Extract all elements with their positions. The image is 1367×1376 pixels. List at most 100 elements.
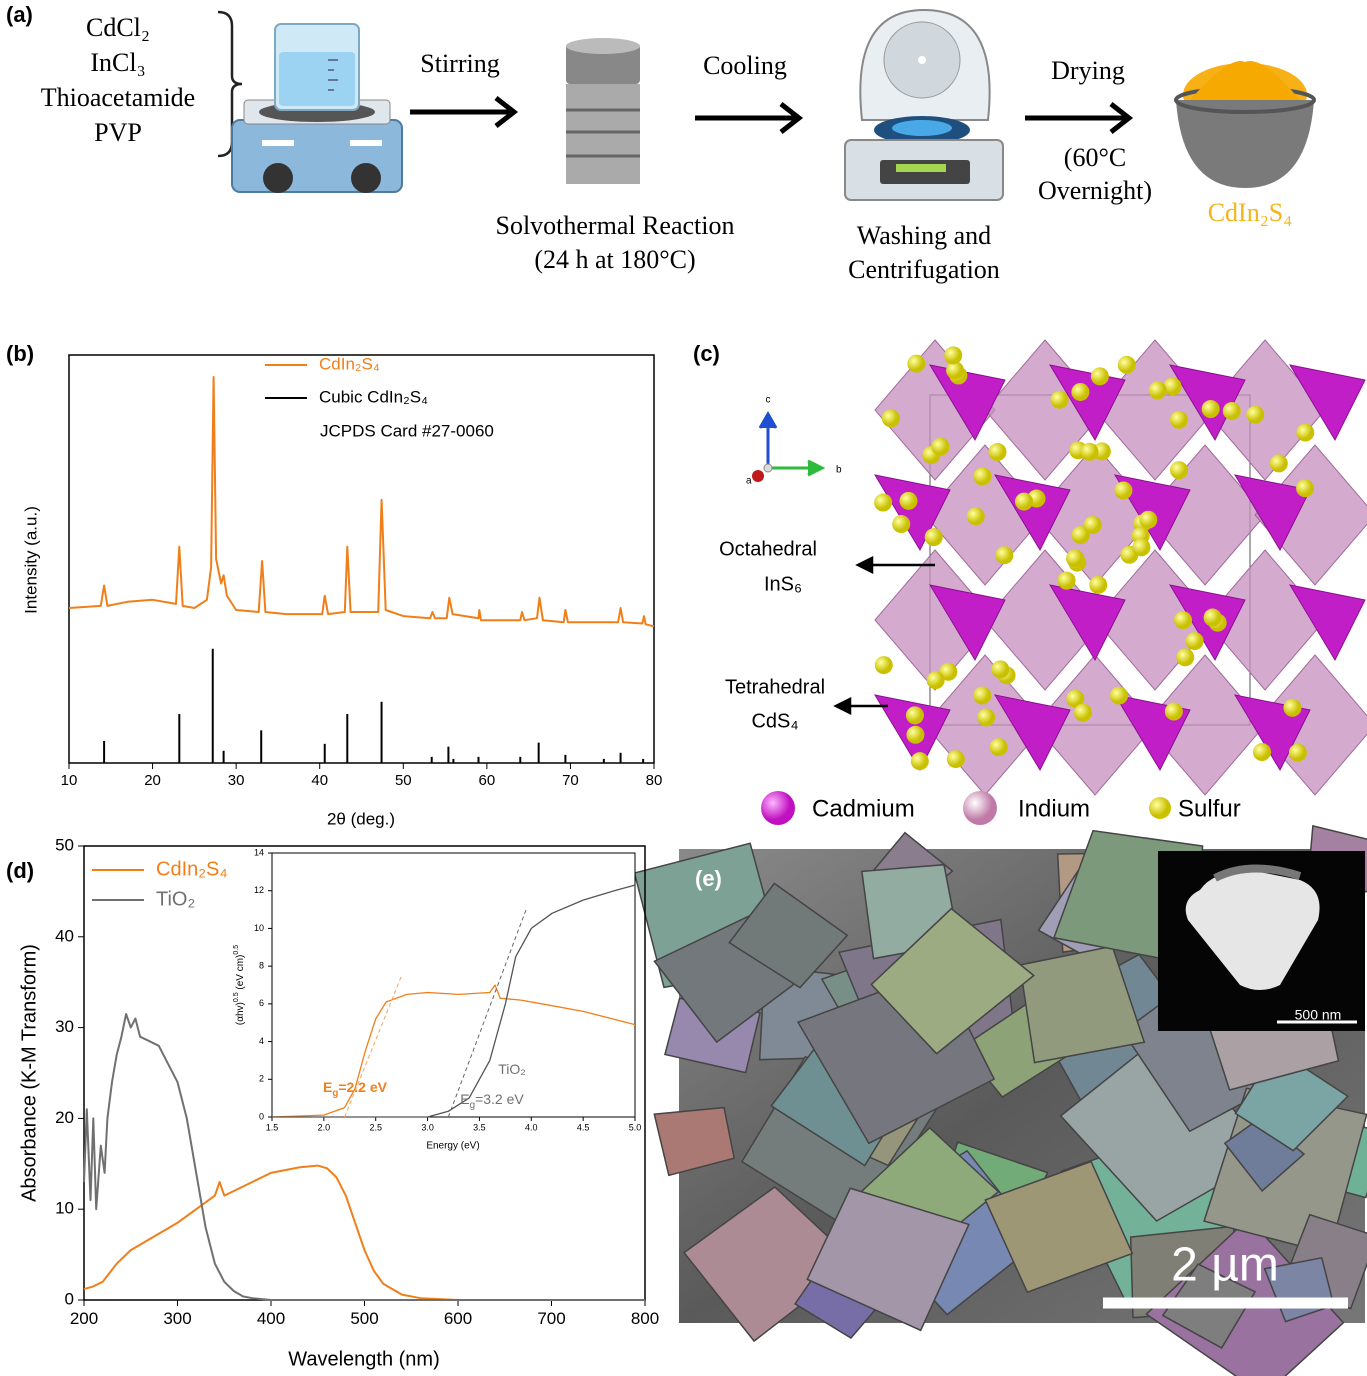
panel-label: (c) (693, 341, 720, 366)
sulfur-atom (1132, 538, 1151, 557)
annotation: Eg=3.2 eV (460, 1091, 524, 1111)
particle (984, 1160, 1134, 1294)
sulfur-atom (899, 491, 918, 510)
y-tick-label: 20 (55, 1108, 74, 1127)
reagent: Thioacetamide (41, 83, 195, 112)
step-label: Drying (1051, 56, 1125, 85)
sulfur-atom (1174, 611, 1193, 630)
sem-particles (633, 824, 1367, 1376)
sulfur-atom (1074, 703, 1093, 722)
product-label: CdIn₂S₄ (1208, 198, 1293, 227)
script-text: g (470, 1100, 475, 1111)
tetrahedron (1288, 584, 1366, 662)
panel-label: (e) (695, 866, 722, 891)
sulfur-atom (977, 708, 996, 727)
panel-a: (a) CdCl₂ InCl₃ Thioacetamide PVP (6, 2, 1316, 284)
x-tick-label: 400 (257, 1309, 285, 1328)
sulfur-atom (1066, 549, 1085, 568)
particle (870, 907, 1035, 1055)
y-tick-label: 10 (254, 923, 264, 933)
tetrahedron (1048, 364, 1126, 442)
x-tick-label: 10 (61, 772, 78, 789)
sulfur-atom (1066, 689, 1085, 708)
sulfur-atom (1050, 390, 1069, 409)
site-label: Tetrahedral (725, 676, 825, 698)
panel-label: (b) (6, 341, 34, 366)
x-tick-label: 500 (350, 1309, 378, 1328)
autoclave-icon (566, 38, 640, 184)
y-axis-label: (αhv)0.5 (eV cm)0.5 (233, 945, 245, 1025)
sulfur-atom (1148, 381, 1167, 400)
reagents: CdCl₂ InCl₃ Thioacetamide PVP (41, 13, 195, 147)
x-tick-label: 30 (228, 772, 245, 789)
y-axis-label: Intensity (a.u.) (21, 506, 40, 614)
sulfur-atom (1269, 454, 1288, 473)
particle (653, 1106, 736, 1177)
tetrahedron (873, 474, 951, 552)
y-tick-label: 8 (259, 961, 264, 971)
atom-legend: Cadmium Indium Sulfur (761, 791, 1241, 825)
sulfur-atom (989, 738, 1008, 757)
sulfur-atom (926, 671, 945, 690)
y-tick-label: 0 (65, 1289, 74, 1308)
sulfur-atom (946, 361, 965, 380)
sulfur-atom (973, 467, 992, 486)
tetrahedron (928, 364, 1006, 442)
text-part: E (323, 1079, 332, 1095)
particle (806, 1187, 970, 1332)
legend-label: Cubic CdIn₂S₄ (319, 387, 428, 406)
step-label: Solvothermal Reaction (495, 211, 734, 240)
x-tick-label: 2.0 (318, 1123, 331, 1133)
plot-frame (68, 354, 655, 764)
x-tick-label: 80 (646, 772, 663, 789)
inset-frame (271, 852, 636, 1118)
data-line (271, 984, 636, 1118)
panel-e: 500 nm 2 µm (e) (633, 824, 1367, 1376)
sulfur-atom (1252, 743, 1271, 762)
x-tick-label: 60 (479, 772, 496, 789)
legend-note: JCPDS Card #27-0060 (320, 421, 494, 440)
sulfur-atom (1222, 402, 1241, 421)
sulfur-atom (1164, 702, 1183, 721)
x-tick-label: 3.5 (473, 1123, 486, 1133)
axis-name: c (766, 395, 771, 406)
sulfur-atom (874, 656, 893, 675)
y-tick-label: 0 (259, 1111, 264, 1121)
sulfur-atom (1201, 400, 1220, 419)
sulfur-atom (907, 354, 926, 373)
data-line (83, 1164, 645, 1301)
y-axis-label: Absorbance (K-M Transform) (18, 944, 40, 1202)
step-label: (24 h at 180°C) (534, 245, 695, 274)
tem-shell (1213, 864, 1302, 882)
sulfur-atom (905, 706, 924, 725)
step-label: (60°C (1064, 143, 1126, 172)
sulfur-atom (946, 750, 965, 769)
sulfur-atom (1296, 423, 1315, 442)
y-tick-label: 2 (259, 1074, 264, 1084)
sulfur-atom (1083, 516, 1102, 535)
step-label: Centrifugation (848, 255, 1000, 284)
sulfur-atom (1246, 405, 1265, 424)
y-tick-label: 50 (55, 835, 74, 854)
text-part: TiO₂ (498, 1061, 525, 1077)
legend-swatch (1149, 797, 1171, 819)
step-label: Cooling (703, 51, 787, 80)
y-tick-label: 10 (55, 1199, 74, 1218)
sulfur-atom (1114, 481, 1133, 500)
text-part: =3.2 eV (475, 1091, 524, 1107)
centrifuge-icon (844, 8, 1004, 201)
panel-label: (d) (6, 858, 34, 883)
x-tick-label: 4.5 (577, 1123, 590, 1133)
sulfur-atom (1117, 355, 1136, 374)
sulfur-atom (1071, 382, 1090, 401)
y-tick-label: 40 (55, 926, 74, 945)
sulfur-atom (1163, 377, 1182, 396)
data-line (83, 1013, 645, 1301)
axis-name: b (836, 465, 842, 476)
reagent: CdCl₂ (86, 13, 150, 42)
sulfur-atom (1169, 461, 1188, 480)
tetrahedron (928, 584, 1006, 662)
tetrahedron (1288, 364, 1366, 442)
sulfur-atom (939, 662, 958, 681)
